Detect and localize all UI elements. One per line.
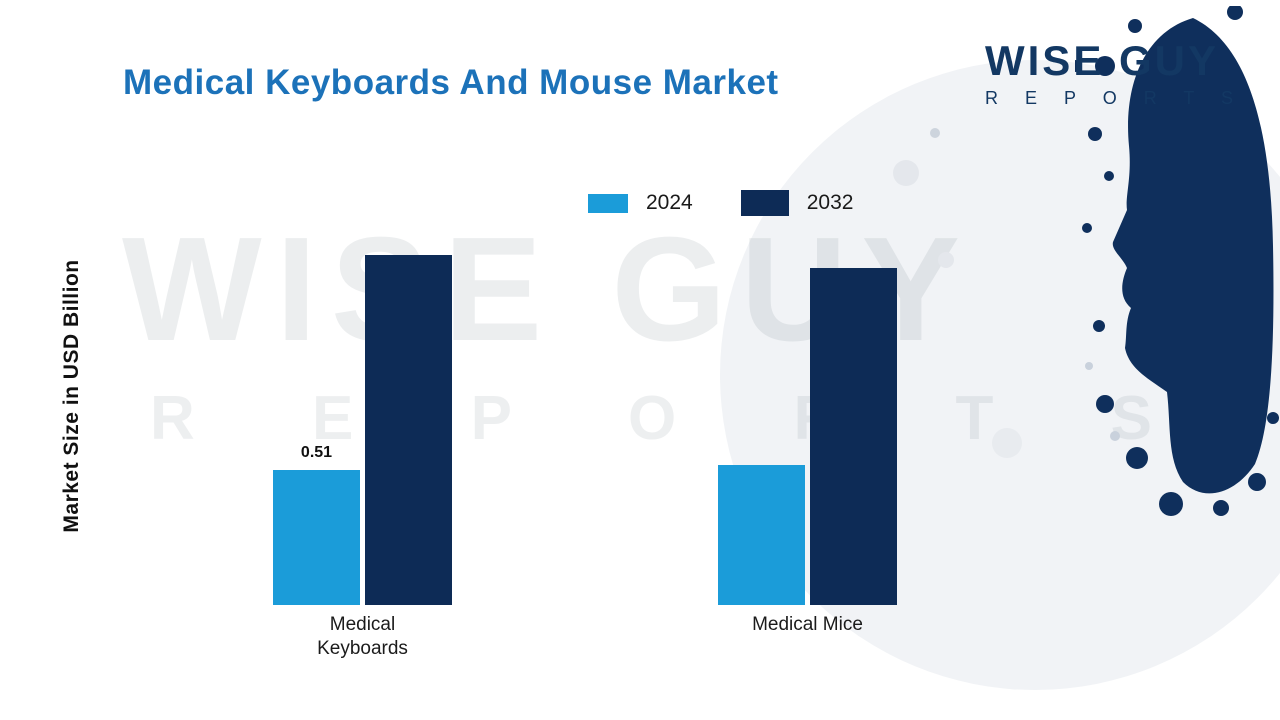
background-dot	[893, 160, 919, 186]
background-dot	[930, 128, 940, 138]
background-dot	[938, 252, 954, 268]
watermark-text-line2: R E P O R T S	[150, 384, 1202, 453]
logo: WISE GUY R E P O R T S	[985, 40, 1244, 109]
background-dot	[992, 428, 1022, 458]
legend-swatch-2032	[740, 190, 789, 216]
category-label-medical-mice: Medical Mice	[752, 614, 863, 635]
bar-2032-medical-mice	[810, 268, 897, 605]
legend-swatch-2024	[588, 193, 628, 213]
logo-wordmark: WISE GUY	[985, 37, 1220, 84]
bar-2024-medical-mice	[718, 465, 805, 605]
bar-value-label: 0.51	[300, 444, 333, 461]
legend-item-2024: 2024	[588, 191, 693, 215]
legend-label-2024: 2024	[646, 191, 693, 214]
legend-item-2032: 2032	[740, 190, 854, 216]
legend-label-2032: 2032	[806, 191, 854, 214]
page-title: Medical Keyboards And Mouse Market	[123, 63, 779, 103]
bar-2024-medical-keyboards	[273, 470, 360, 605]
bar-2032-medical-keyboards	[365, 255, 452, 605]
category-label-medical-keyboards: Medical Keyboards	[317, 614, 408, 659]
logo-subtitle: R E P O R T S	[985, 88, 1245, 108]
chart-legend: 2024 2032	[588, 190, 853, 216]
logo-head-icon	[1075, 6, 1279, 516]
